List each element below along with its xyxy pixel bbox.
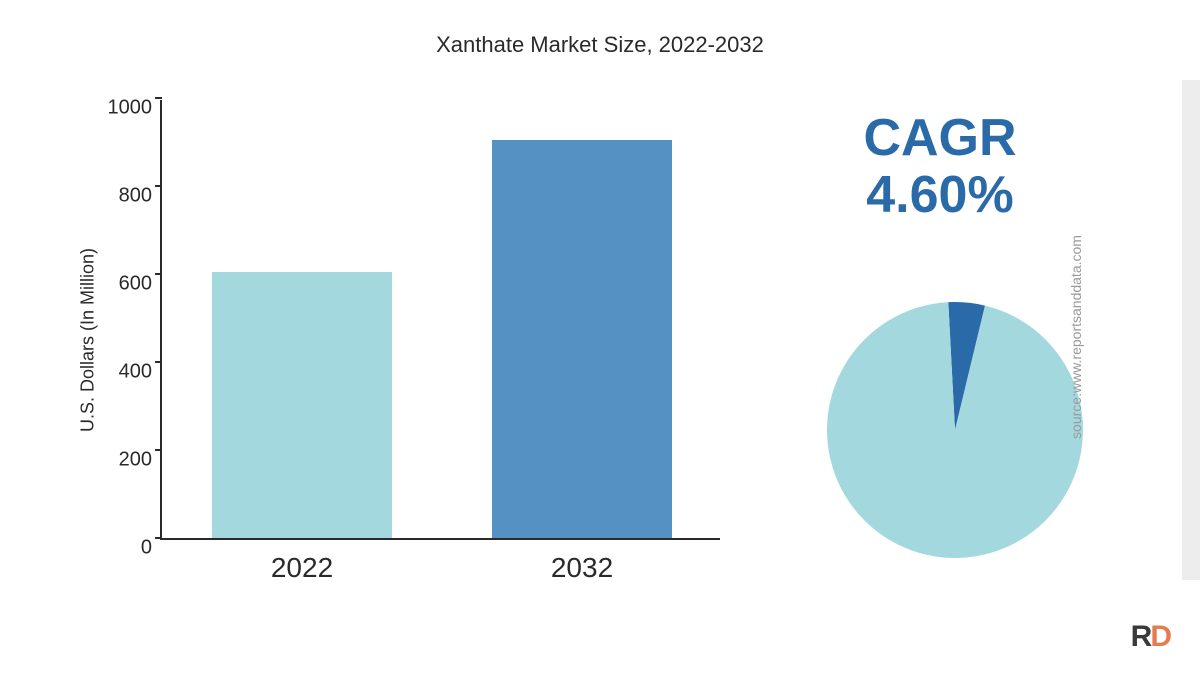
y-axis-label: U.S. Dollars (In Million)	[78, 248, 99, 432]
bar	[212, 272, 391, 538]
cagr-block: CAGR 4.60%	[790, 110, 1090, 224]
chart-container: Xanthate Market Size, 2022-2032 U.S. Dol…	[0, 0, 1200, 674]
y-tick-mark	[155, 361, 162, 363]
plot-area: 0200400600800100020222032	[160, 100, 720, 540]
y-tick-label: 1000	[102, 97, 162, 120]
y-tick-label: 600	[102, 273, 162, 296]
y-tick-label: 200	[102, 449, 162, 472]
y-tick-mark	[155, 449, 162, 451]
source-attribution: source:www.reportsanddata.com	[1068, 235, 1084, 439]
chart-title: Xanthate Market Size, 2022-2032	[0, 32, 1200, 58]
y-tick-mark	[155, 537, 162, 539]
side-watermark-bar	[1182, 80, 1200, 580]
y-tick-mark	[155, 97, 162, 99]
y-tick-mark	[155, 273, 162, 275]
x-tick-label: 2022	[271, 538, 333, 584]
brand-logo: RD	[1131, 620, 1170, 654]
y-tick-label: 400	[102, 361, 162, 384]
logo-left-char: R	[1131, 620, 1151, 653]
x-tick-label: 2032	[551, 538, 613, 584]
logo-right-char: D	[1150, 620, 1170, 653]
bar-chart: U.S. Dollars (In Million) 02004006008001…	[100, 100, 740, 580]
pie-chart	[825, 300, 1085, 560]
cagr-value: 4.60%	[790, 167, 1090, 224]
bar	[492, 140, 671, 538]
y-tick-mark	[155, 185, 162, 187]
cagr-label: CAGR	[790, 110, 1090, 167]
y-tick-label: 0	[102, 537, 162, 560]
y-tick-label: 800	[102, 185, 162, 208]
